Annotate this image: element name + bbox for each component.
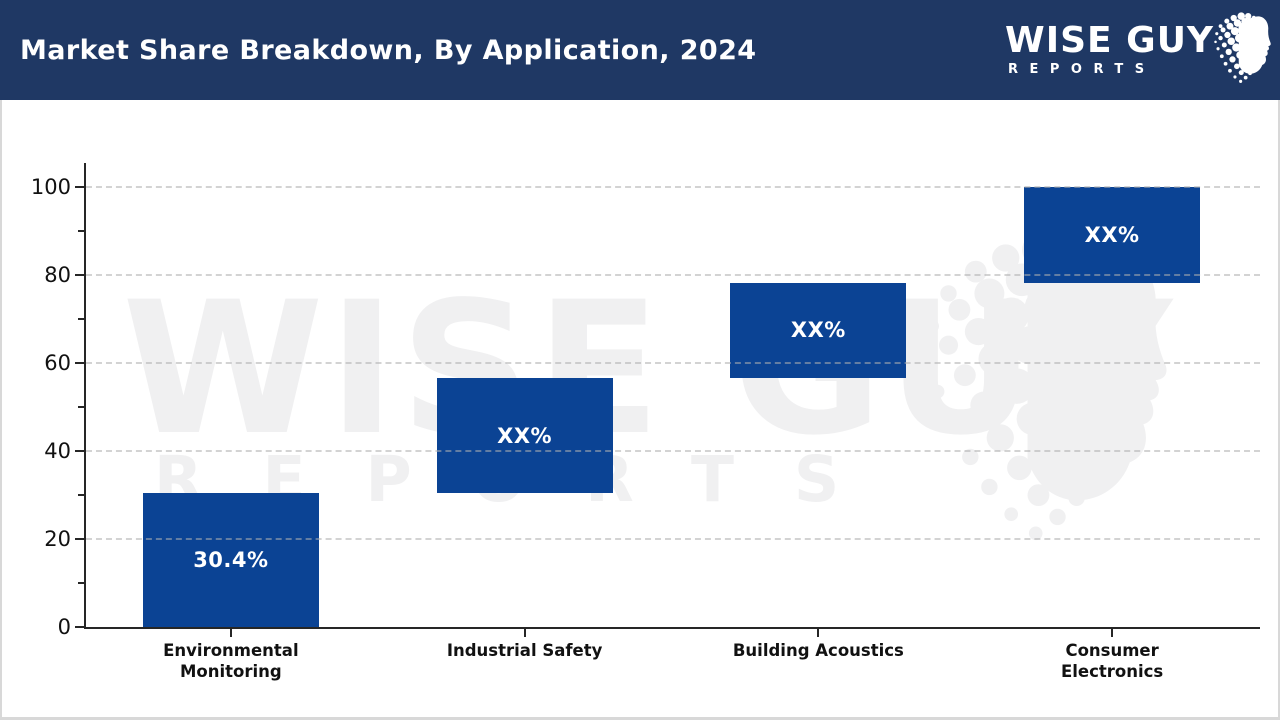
bar-value-label: XX% — [790, 318, 846, 343]
y-axis-minor-tick-90 — [78, 230, 84, 232]
x-axis-category-label: Consumer Electronics — [1060, 641, 1164, 681]
y-axis-tick-100 — [75, 186, 84, 188]
y-axis-tick-0 — [75, 626, 84, 628]
x-axis-tick-1 — [523, 629, 526, 637]
y-axis-minor-tick-50 — [78, 406, 84, 408]
page-title: Market Share Breakdown, By Application, … — [20, 34, 757, 66]
bar-industrial-safety: XX% — [436, 377, 613, 494]
x-axis-tick-2 — [817, 629, 820, 637]
bar-environmental-monitoring: 30.4% — [142, 493, 319, 627]
y-axis-tick-label: 80 — [44, 263, 71, 287]
logo-text: WISE GUY REPORTS — [1004, 20, 1214, 78]
y-axis-tick-60 — [75, 362, 84, 364]
wise-guy-face-icon — [1214, 12, 1271, 83]
y-axis-tick-label: 100 — [30, 175, 71, 199]
y-axis-tick-label: 40 — [44, 439, 71, 463]
y-axis-tick-40 — [75, 450, 84, 452]
x-axis-tick-0 — [229, 629, 232, 637]
y-axis-tick-80 — [75, 274, 84, 276]
logo-subtitle: REPORTS — [1007, 62, 1156, 77]
x-axis-category-label: Industrial Safety — [446, 641, 603, 660]
x-axis-tick-3 — [1111, 629, 1114, 637]
bar-value-label: XX% — [497, 423, 553, 448]
bar-consumer-electronics: XX% — [1024, 187, 1201, 283]
bar-building-acoustics: XX% — [730, 282, 907, 378]
y-axis-tick-label: 0 — [57, 615, 71, 639]
y-axis-minor-tick-70 — [78, 318, 84, 320]
y-axis-tick-20 — [75, 538, 84, 540]
header-bar: Market Share Breakdown, By Application, … — [0, 0, 1280, 100]
x-axis-category-label: Building Acoustics — [732, 641, 904, 660]
wise-guy-logo: WISE GUY REPORTS — [1005, 9, 1280, 91]
y-axis-tick-label: 60 — [44, 351, 71, 375]
x-axis-line — [84, 627, 1260, 629]
y-axis-minor-tick-30 — [78, 494, 84, 496]
y-axis-minor-tick-10 — [78, 582, 84, 584]
logo-wordmark: WISE GUY — [1004, 20, 1214, 61]
bar-value-label: 30.4% — [193, 548, 269, 573]
y-axis-tick-label: 20 — [44, 527, 71, 551]
x-axis-category-label: Environmental Monitoring — [163, 641, 299, 681]
bar-value-label: XX% — [1084, 222, 1140, 247]
chart-canvas: WISE GUY REPORTS 02040608010030.4%Enviro… — [0, 100, 1280, 720]
y-axis-line — [84, 163, 86, 629]
